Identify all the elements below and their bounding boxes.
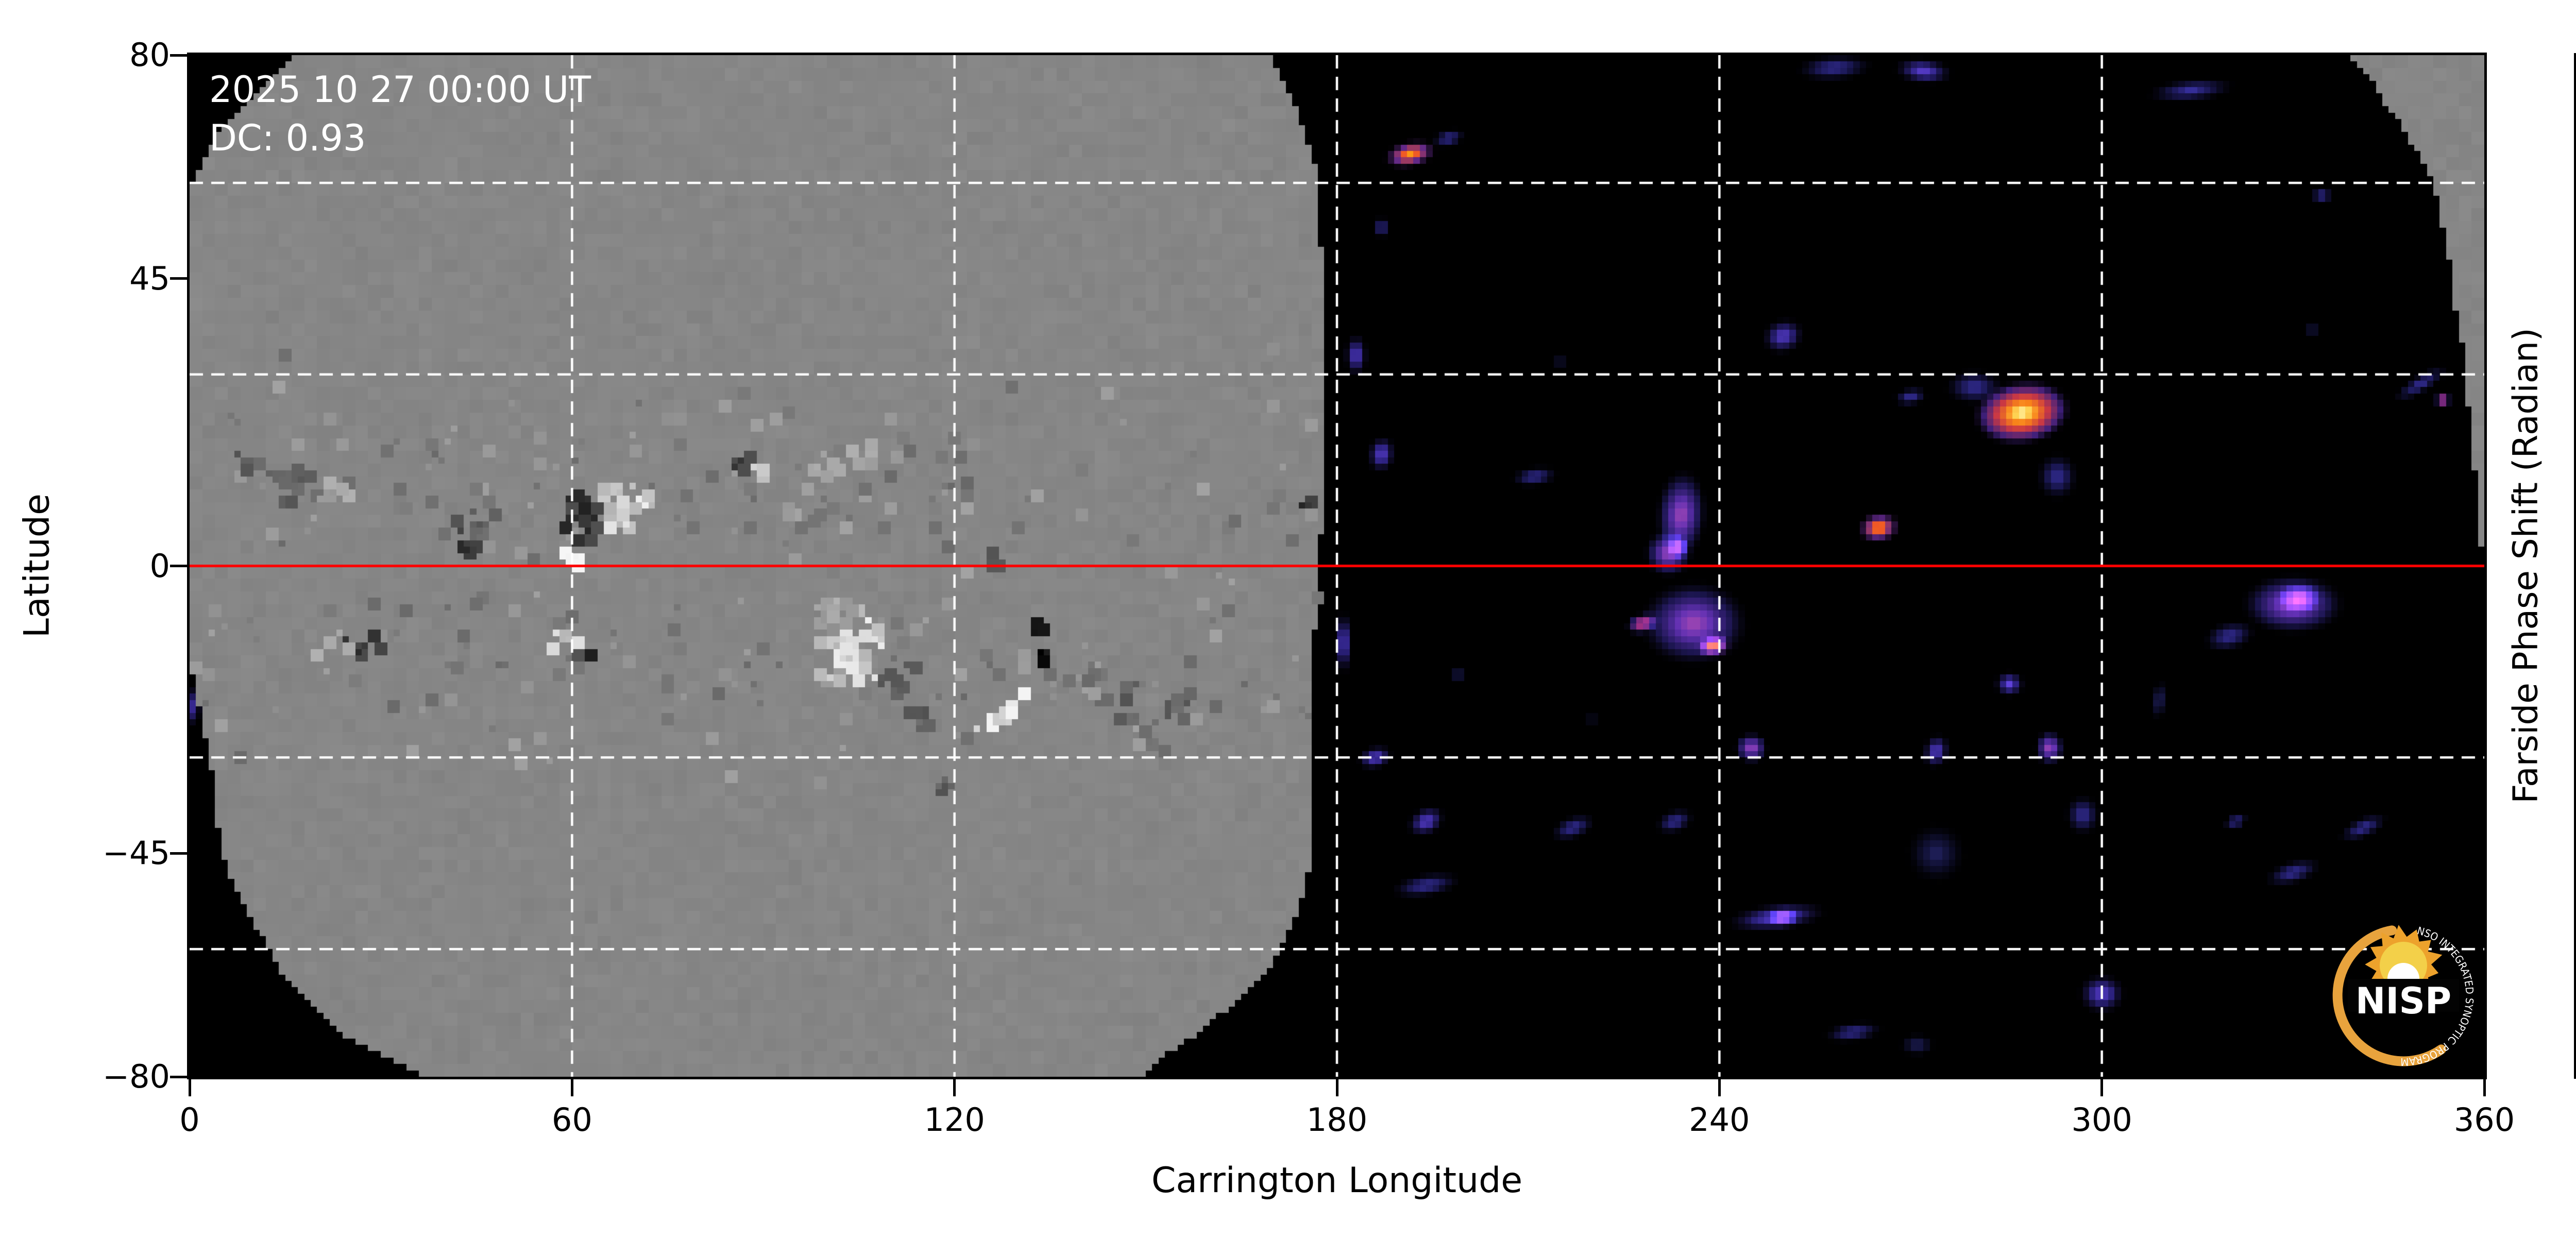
y-tick-label: −80 xyxy=(103,1058,170,1095)
farside-colorbar-label: Farside Phase Shift (Radian) xyxy=(2505,328,2546,804)
y-tick xyxy=(170,1075,190,1078)
y-axis-label: Latitude xyxy=(16,494,58,638)
synoptic-map-canvas xyxy=(190,55,2484,1077)
x-tick xyxy=(2483,1078,2486,1096)
y-tick xyxy=(170,565,190,567)
x-axis-label: Carrington Longitude xyxy=(1151,1160,1523,1201)
x-tick xyxy=(953,1078,956,1096)
map-duty-cycle-overlay: DC: 0.93 xyxy=(209,117,366,159)
x-tick-label: 120 xyxy=(924,1101,985,1139)
y-tick xyxy=(170,852,190,855)
y-tick-label: −45 xyxy=(103,834,170,872)
x-tick xyxy=(1335,1078,1338,1096)
synoptic-map-plot-area: 2025 10 27 00:00 UT DC: 0.93 NISP NSO IN… xyxy=(187,53,2487,1079)
y-tick-label: 80 xyxy=(129,36,170,74)
x-tick xyxy=(188,1078,191,1096)
x-tick xyxy=(1718,1078,1721,1096)
x-tick-label: 240 xyxy=(1689,1101,1750,1139)
y-tick xyxy=(170,277,190,280)
y-tick-label: 0 xyxy=(149,547,170,585)
x-tick xyxy=(2100,1078,2104,1096)
x-tick-label: 60 xyxy=(551,1101,592,1139)
y-tick-label: 45 xyxy=(129,259,170,297)
x-tick-label: 300 xyxy=(2071,1101,2132,1139)
x-tick-label: 0 xyxy=(179,1101,200,1139)
x-tick-label: 360 xyxy=(2453,1101,2515,1139)
map-datetime-overlay: 2025 10 27 00:00 UT xyxy=(209,69,591,111)
x-tick xyxy=(570,1078,573,1096)
x-tick-label: 180 xyxy=(1306,1101,1368,1139)
y-tick xyxy=(170,54,190,57)
